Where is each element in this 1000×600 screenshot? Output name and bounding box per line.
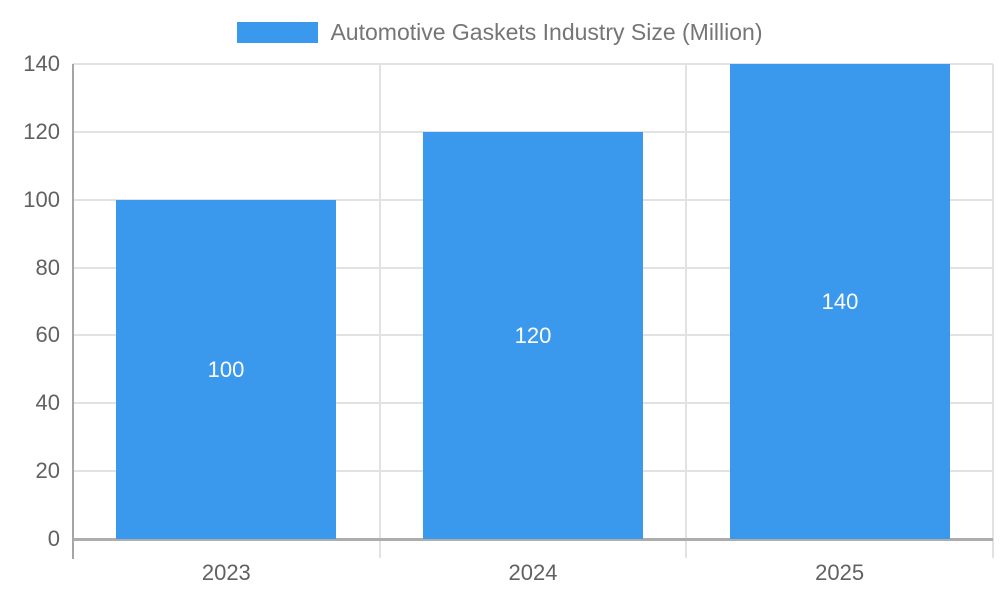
gridline-vertical	[992, 64, 994, 558]
bar[interactable]: 120	[423, 132, 643, 539]
y-tick-label: 80	[35, 254, 60, 280]
bar-value-label: 120	[514, 322, 552, 348]
legend: Automotive Gaskets Industry Size (Millio…	[0, 19, 1000, 46]
gridline-vertical	[685, 64, 688, 558]
x-axis-baseline	[73, 538, 993, 541]
gridline-horizontal	[73, 63, 993, 65]
bar-value-label: 140	[821, 288, 859, 314]
y-tick-label: 100	[23, 186, 60, 212]
bar[interactable]: 100	[116, 200, 336, 539]
bar-value-label: 100	[207, 356, 245, 382]
y-tick-label: 60	[35, 322, 60, 348]
y-tick-label: 120	[23, 118, 60, 144]
y-tick-label: 0	[47, 526, 60, 551]
y-tick-label: 20	[35, 458, 60, 484]
y-tick-label: 40	[35, 390, 60, 416]
bar[interactable]: 140	[730, 64, 950, 539]
x-tick-label: 2025	[815, 560, 865, 585]
y-axis-line	[72, 64, 74, 559]
plot-area: 100 120 140	[72, 63, 994, 559]
x-tick-label: 2024	[508, 560, 558, 585]
y-tick-label: 140	[23, 51, 60, 76]
legend-swatch	[237, 22, 319, 43]
gridline-horizontal	[73, 130, 993, 133]
legend-label: Automotive Gaskets Industry Size (Millio…	[330, 19, 763, 45]
gridline-vertical	[378, 64, 381, 558]
x-tick-label: 2023	[201, 560, 251, 585]
